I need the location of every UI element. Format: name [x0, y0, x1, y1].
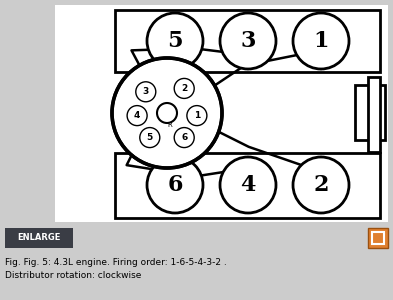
Text: R: R: [168, 122, 173, 128]
Bar: [368, 77, 380, 152]
Bar: [372, 232, 384, 244]
Text: 1: 1: [194, 111, 200, 120]
Text: 3: 3: [240, 30, 256, 52]
Bar: [115, 153, 380, 218]
Text: 5: 5: [167, 30, 183, 52]
Text: 2: 2: [181, 84, 187, 93]
Circle shape: [293, 157, 349, 213]
Circle shape: [127, 106, 147, 126]
Text: 6: 6: [181, 133, 187, 142]
Circle shape: [293, 13, 349, 69]
Circle shape: [157, 103, 177, 123]
Bar: [55, 5, 388, 222]
Circle shape: [140, 128, 160, 148]
Bar: [355, 85, 385, 140]
Circle shape: [147, 157, 203, 213]
Bar: [368, 228, 388, 248]
Text: 4: 4: [240, 174, 256, 196]
Bar: [5, 228, 73, 248]
Text: 1: 1: [313, 30, 329, 52]
Text: 5: 5: [147, 133, 153, 142]
Circle shape: [136, 82, 156, 102]
Circle shape: [174, 78, 194, 98]
Circle shape: [174, 128, 194, 148]
Text: ENLARGE: ENLARGE: [17, 233, 61, 242]
Text: 2: 2: [313, 174, 329, 196]
Circle shape: [220, 13, 276, 69]
Text: 3: 3: [143, 87, 149, 96]
Text: Fig. Fig. 5: 4.3L engine. Firing order: 1-6-5-4-3-2 .
Distributor rotation: cloc: Fig. Fig. 5: 4.3L engine. Firing order: …: [5, 258, 227, 280]
Circle shape: [147, 13, 203, 69]
Circle shape: [187, 106, 207, 126]
Bar: [115, 10, 380, 72]
Text: 4: 4: [134, 111, 140, 120]
Circle shape: [220, 157, 276, 213]
Circle shape: [112, 58, 222, 168]
Text: 6: 6: [167, 174, 183, 196]
